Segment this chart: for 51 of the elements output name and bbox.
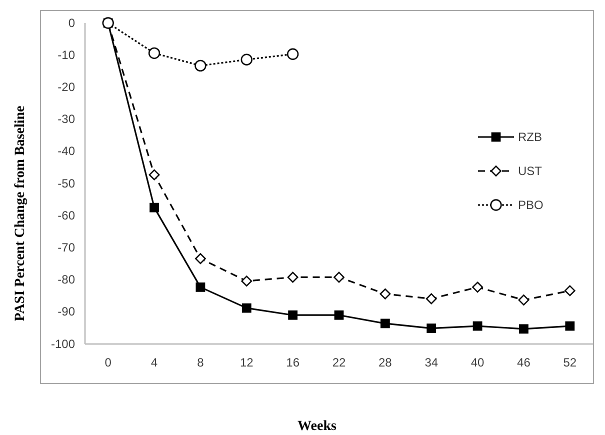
point	[148, 47, 160, 60]
point	[240, 54, 252, 66]
point	[426, 293, 437, 304]
x-tick-label: 28	[378, 356, 392, 370]
point	[288, 310, 298, 320]
point	[472, 282, 483, 293]
point	[148, 169, 160, 180]
x-tick-label: 34	[424, 356, 438, 370]
y-tick-label: 0	[68, 16, 76, 30]
y-tick-label: -100	[50, 336, 76, 351]
point	[564, 285, 576, 296]
x-tick-label: 52	[563, 356, 577, 370]
y-tick-label: -20	[58, 80, 76, 94]
legend-label: PBO	[518, 198, 544, 212]
x-tick-label: 12	[240, 356, 254, 370]
point	[195, 253, 206, 264]
point	[472, 321, 482, 331]
point	[334, 272, 344, 283]
y-tick-label: -70	[58, 240, 76, 255]
x-tick-label: 4	[150, 356, 158, 370]
x-tick-label: 0	[104, 356, 112, 370]
point	[565, 321, 575, 331]
y-tick-label: -30	[58, 112, 76, 126]
point	[287, 272, 298, 283]
point	[518, 294, 530, 306]
y-axis-title: PASI Percent Change from Baseline	[13, 106, 28, 322]
x-tick-label: 16	[286, 356, 300, 370]
point	[286, 48, 299, 60]
legend-label: UST	[518, 164, 543, 178]
point	[150, 202, 159, 212]
x-axis-title: Weeks	[298, 419, 337, 434]
point	[241, 276, 252, 287]
point	[380, 288, 391, 300]
x-tick-label: 22	[332, 356, 346, 370]
x-tick-label: 40	[470, 356, 485, 370]
y-tick-label: -40	[58, 144, 76, 158]
point	[196, 282, 206, 292]
y-tick-label: -60	[58, 208, 76, 222]
x-tick-label: 8	[197, 356, 204, 370]
point	[380, 318, 390, 328]
y-tick-label: -80	[58, 272, 76, 287]
point	[334, 310, 344, 320]
point	[242, 303, 252, 313]
point	[194, 60, 206, 72]
point	[426, 324, 436, 333]
y-tick-label: -10	[58, 48, 76, 62]
point	[519, 324, 528, 334]
y-tick-label: -50	[58, 176, 76, 190]
legend-label: RZB	[518, 130, 542, 144]
y-tick-label: -90	[58, 304, 76, 319]
x-tick-label: 46	[517, 356, 531, 370]
